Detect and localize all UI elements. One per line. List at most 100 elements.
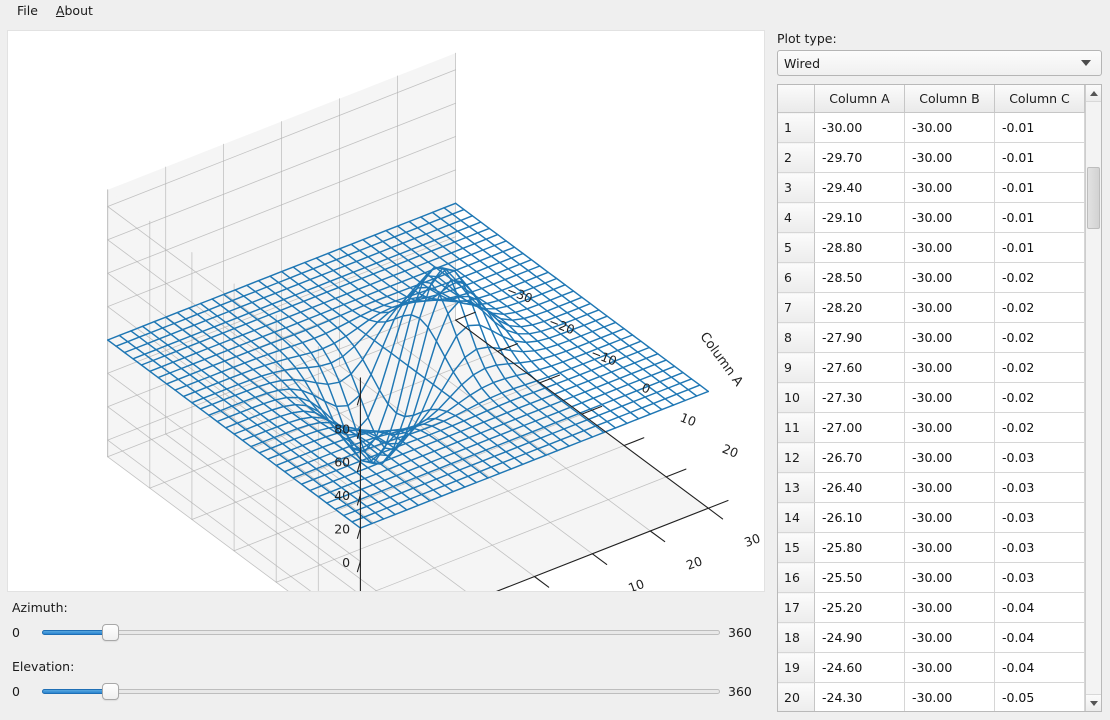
table-cell[interactable]: -27.00 bbox=[814, 412, 905, 443]
row-number[interactable]: 7 bbox=[778, 292, 815, 323]
azimuth-slider[interactable] bbox=[42, 623, 720, 641]
table-row[interactable]: 7 -28.20 -30.00 -0.02 bbox=[778, 292, 1085, 323]
plot-type-select[interactable]: Wired bbox=[777, 50, 1102, 76]
row-number[interactable]: 11 bbox=[778, 412, 815, 443]
table-cell[interactable]: -0.02 bbox=[994, 382, 1085, 413]
table-cell[interactable]: -30.00 bbox=[904, 532, 995, 563]
azimuth-slider-handle[interactable] bbox=[101, 624, 119, 641]
table-cell[interactable]: -27.60 bbox=[814, 352, 905, 383]
table-cell[interactable]: -0.03 bbox=[994, 502, 1085, 533]
table-row[interactable]: 3 -29.40 -30.00 -0.01 bbox=[778, 172, 1085, 203]
table-cell[interactable]: -30.00 bbox=[904, 262, 995, 293]
table-cell[interactable]: -0.04 bbox=[994, 622, 1085, 653]
scroll-up-button[interactable] bbox=[1086, 85, 1101, 102]
table-row[interactable]: 1 -30.00 -30.00 -0.01 bbox=[778, 112, 1085, 143]
row-number[interactable]: 12 bbox=[778, 442, 815, 473]
table-cell[interactable]: -30.00 bbox=[904, 172, 995, 203]
table-cell[interactable]: -24.30 bbox=[814, 682, 905, 711]
table-cell[interactable]: -0.02 bbox=[994, 352, 1085, 383]
table-cell[interactable]: -25.20 bbox=[814, 592, 905, 623]
table-cell[interactable]: -28.50 bbox=[814, 262, 905, 293]
row-number[interactable]: 1 bbox=[778, 112, 815, 143]
table-row[interactable]: 9 -27.60 -30.00 -0.02 bbox=[778, 352, 1085, 383]
row-number[interactable]: 10 bbox=[778, 382, 815, 413]
table-vertical-scrollbar[interactable] bbox=[1085, 85, 1101, 711]
row-number[interactable]: 14 bbox=[778, 502, 815, 533]
table-cell[interactable]: -30.00 bbox=[904, 682, 995, 711]
table-cell[interactable]: -0.02 bbox=[994, 292, 1085, 323]
table-cell[interactable]: -29.70 bbox=[814, 142, 905, 173]
table-cell[interactable]: -0.03 bbox=[994, 442, 1085, 473]
row-number[interactable]: 13 bbox=[778, 472, 815, 503]
table-row[interactable]: 8 -27.90 -30.00 -0.02 bbox=[778, 322, 1085, 353]
table-cell[interactable]: -30.00 bbox=[904, 622, 995, 653]
table-cell[interactable]: -26.10 bbox=[814, 502, 905, 533]
table-cell[interactable]: -24.60 bbox=[814, 652, 905, 683]
scroll-down-button[interactable] bbox=[1086, 694, 1101, 711]
row-number[interactable]: 8 bbox=[778, 322, 815, 353]
table-cell[interactable]: -0.03 bbox=[994, 562, 1085, 593]
table-cell[interactable]: -30.00 bbox=[904, 352, 995, 383]
table-cell[interactable]: -0.01 bbox=[994, 172, 1085, 203]
row-number[interactable]: 20 bbox=[778, 682, 815, 711]
table-cell[interactable]: -0.05 bbox=[994, 682, 1085, 711]
table-cell[interactable]: -26.40 bbox=[814, 472, 905, 503]
row-number[interactable]: 15 bbox=[778, 532, 815, 563]
table-cell[interactable]: -0.02 bbox=[994, 262, 1085, 293]
table-cell[interactable]: -0.04 bbox=[994, 592, 1085, 623]
table-cell[interactable]: -30.00 bbox=[904, 472, 995, 503]
table-cell[interactable]: -30.00 bbox=[904, 412, 995, 443]
table-cell[interactable]: -30.00 bbox=[904, 202, 995, 233]
row-number[interactable]: 9 bbox=[778, 352, 815, 383]
row-number[interactable]: 3 bbox=[778, 172, 815, 203]
data-table-viewport[interactable]: Column A Column B Column C 1 -30.00 -30.00… bbox=[778, 85, 1085, 711]
row-number[interactable]: 5 bbox=[778, 232, 815, 263]
table-cell[interactable]: -30.00 bbox=[904, 382, 995, 413]
table-cell[interactable]: -26.70 bbox=[814, 442, 905, 473]
row-number[interactable]: 16 bbox=[778, 562, 815, 593]
table-cell[interactable]: -30.00 bbox=[904, 592, 995, 623]
table-cell[interactable]: -25.80 bbox=[814, 532, 905, 563]
table-cell[interactable]: -0.01 bbox=[994, 232, 1085, 263]
table-cell[interactable]: -27.90 bbox=[814, 322, 905, 353]
table-cell[interactable]: -30.00 bbox=[904, 322, 995, 353]
table-cell[interactable]: -0.02 bbox=[994, 412, 1085, 443]
table-row[interactable]: 12 -26.70 -30.00 -0.03 bbox=[778, 442, 1085, 473]
table-cell[interactable]: -0.01 bbox=[994, 112, 1085, 143]
menu-item-about[interactable]: About bbox=[47, 1, 102, 21]
table-row[interactable]: 17 -25.20 -30.00 -0.04 bbox=[778, 592, 1085, 623]
column-header-c[interactable]: Column C bbox=[994, 85, 1085, 113]
column-header-a[interactable]: Column A bbox=[814, 85, 905, 113]
menu-item-file[interactable]: File bbox=[17, 3, 38, 18]
row-number[interactable]: 4 bbox=[778, 202, 815, 233]
table-row[interactable]: 18 -24.90 -30.00 -0.04 bbox=[778, 622, 1085, 653]
row-number[interactable]: 6 bbox=[778, 262, 815, 293]
table-row[interactable]: 16 -25.50 -30.00 -0.03 bbox=[778, 562, 1085, 593]
table-cell[interactable]: -0.04 bbox=[994, 652, 1085, 683]
table-cell[interactable]: -30.00 bbox=[904, 502, 995, 533]
table-row[interactable]: 14 -26.10 -30.00 -0.03 bbox=[778, 502, 1085, 533]
table-row[interactable]: 10 -27.30 -30.00 -0.02 bbox=[778, 382, 1085, 413]
column-header-b[interactable]: Column B bbox=[904, 85, 995, 113]
table-cell[interactable]: -29.10 bbox=[814, 202, 905, 233]
table-cell[interactable]: -30.00 bbox=[904, 562, 995, 593]
table-cell[interactable]: -30.00 bbox=[904, 142, 995, 173]
table-cell[interactable]: -30.00 bbox=[814, 112, 905, 143]
row-number[interactable]: 17 bbox=[778, 592, 815, 623]
elevation-slider-handle[interactable] bbox=[101, 683, 119, 700]
table-cell[interactable]: -27.30 bbox=[814, 382, 905, 413]
table-cell[interactable]: -0.01 bbox=[994, 202, 1085, 233]
table-row[interactable]: 2 -29.70 -30.00 -0.01 bbox=[778, 142, 1085, 173]
elevation-slider[interactable] bbox=[42, 682, 720, 700]
table-cell[interactable]: -30.00 bbox=[904, 652, 995, 683]
table-cell[interactable]: -30.00 bbox=[904, 232, 995, 263]
scrollbar-thumb[interactable] bbox=[1087, 167, 1100, 229]
table-row[interactable]: 15 -25.80 -30.00 -0.03 bbox=[778, 532, 1085, 563]
table-cell[interactable]: -0.01 bbox=[994, 142, 1085, 173]
table-row[interactable]: 11 -27.00 -30.00 -0.02 bbox=[778, 412, 1085, 443]
table-cell[interactable]: -28.20 bbox=[814, 292, 905, 323]
table-row[interactable]: 4 -29.10 -30.00 -0.01 bbox=[778, 202, 1085, 233]
plot-canvas[interactable]: −30−20−100102030Column B−30−20−100102030… bbox=[7, 30, 765, 592]
row-number[interactable]: 19 bbox=[778, 652, 815, 683]
table-cell[interactable]: -0.02 bbox=[994, 322, 1085, 353]
